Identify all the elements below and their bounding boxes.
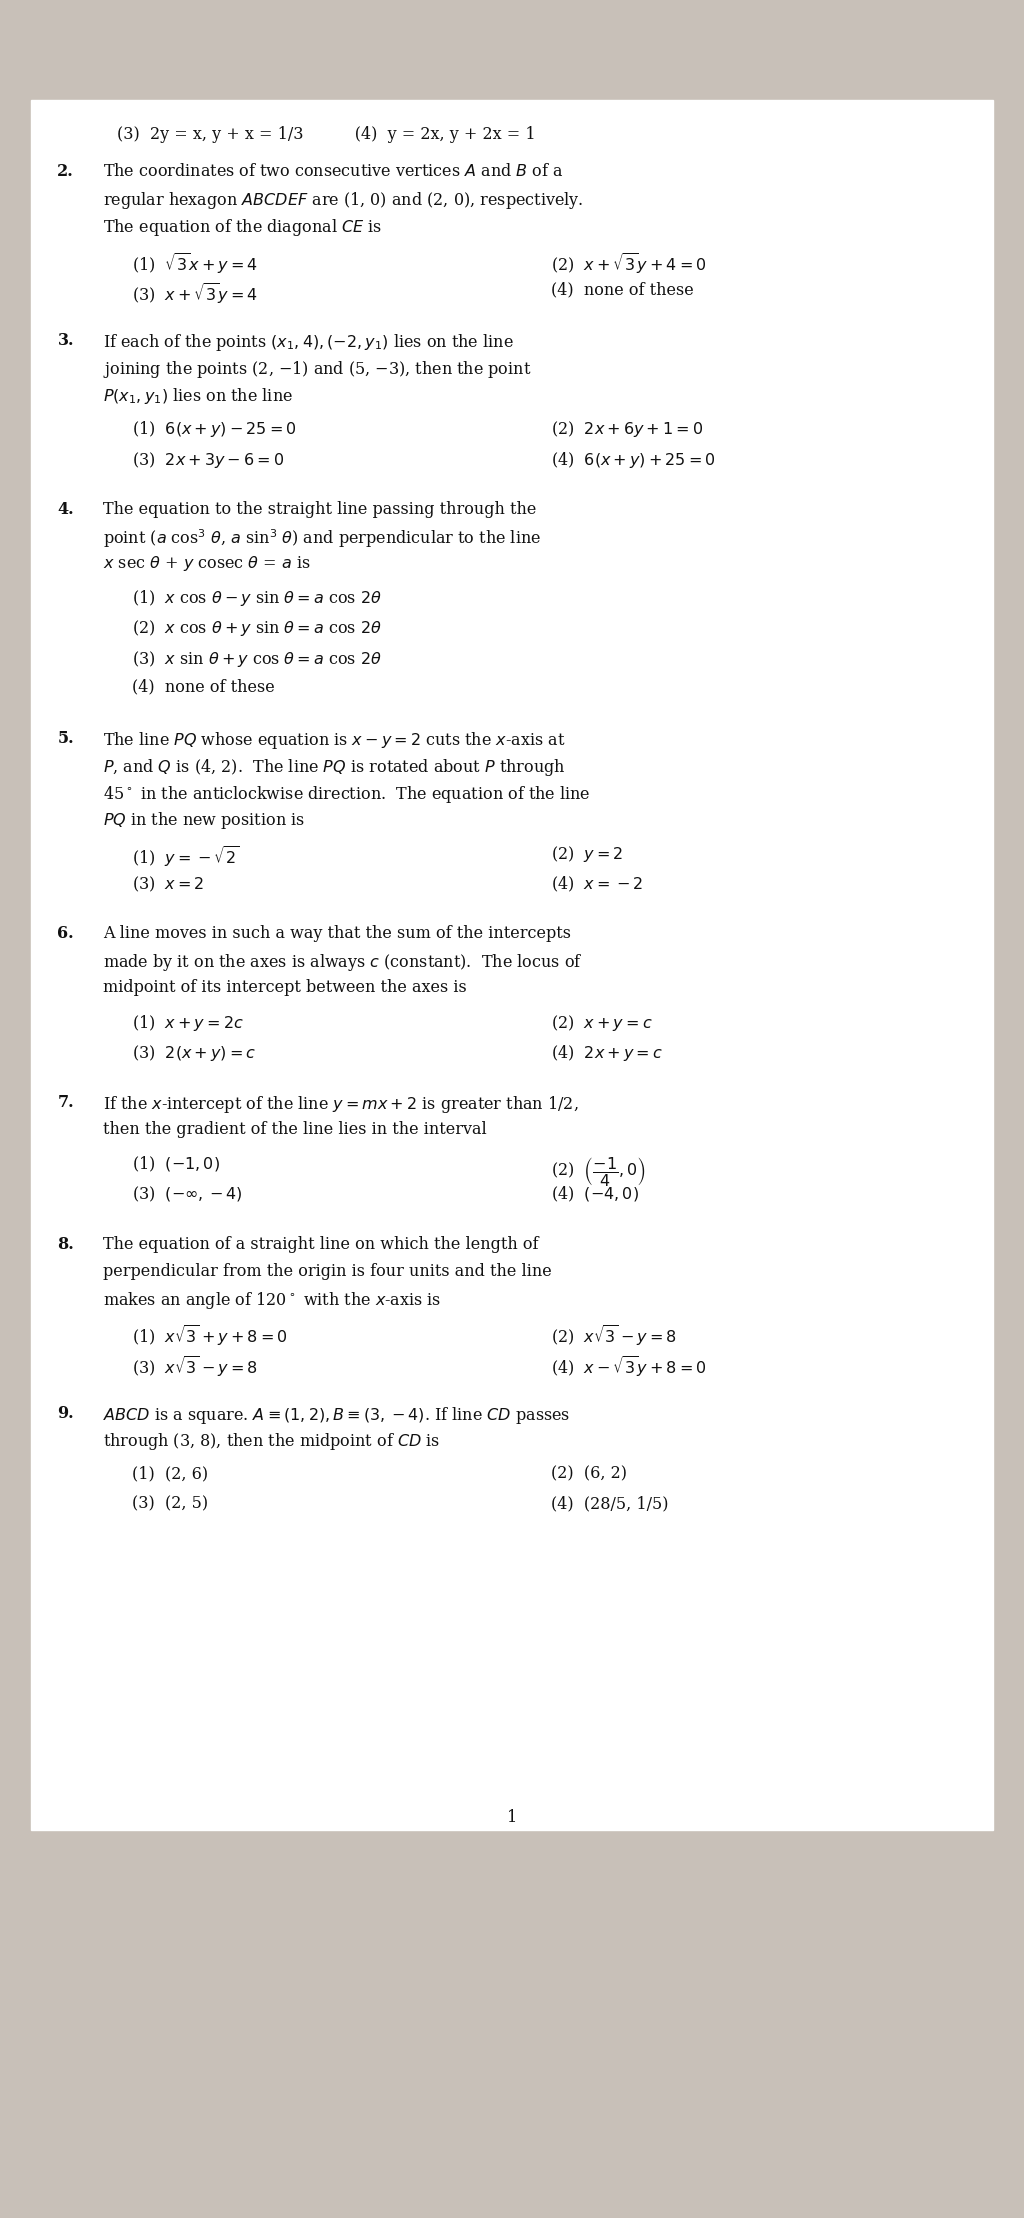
Text: (3)  $x\sqrt{3} - y = 8$: (3) $x\sqrt{3} - y = 8$ [132, 1353, 258, 1380]
Text: The coordinates of two consecutive vertices $A$ and $B$ of a: The coordinates of two consecutive verti… [102, 164, 563, 180]
Text: 8.: 8. [57, 1235, 74, 1253]
Text: (3)  $(-\infty, -4)$: (3) $(-\infty, -4)$ [132, 1184, 243, 1204]
Text: (2)  $x + \sqrt{3}y + 4 = 0$: (2) $x + \sqrt{3}y + 4 = 0$ [551, 251, 707, 275]
Text: (3)  $2(x + y) = c$: (3) $2(x + y) = c$ [132, 1042, 256, 1062]
Text: The line $PQ$ whose equation is $x - y = 2$ cuts the $x$-axis at: The line $PQ$ whose equation is $x - y =… [102, 730, 565, 752]
Text: (1)  $(-1, 0)$: (1) $(-1, 0)$ [132, 1156, 220, 1173]
Text: (4)  $x - \sqrt{3}y + 8 = 0$: (4) $x - \sqrt{3}y + 8 = 0$ [551, 1353, 707, 1380]
Text: $PQ$ in the new position is: $PQ$ in the new position is [102, 810, 305, 832]
Text: (4)  $2x + y = c$: (4) $2x + y = c$ [551, 1042, 663, 1062]
Text: 9.: 9. [57, 1404, 74, 1422]
Text: 7.: 7. [57, 1093, 74, 1111]
Text: perpendicular from the origin is four units and the line: perpendicular from the origin is four un… [102, 1262, 552, 1280]
Text: (1)  $x$ cos $\theta - y$ sin $\theta = a$ cos $2\theta$: (1) $x$ cos $\theta - y$ sin $\theta = a… [132, 588, 382, 608]
Text: (1)  (2, 6): (1) (2, 6) [132, 1466, 208, 1482]
Text: (3)  $x + \sqrt{3}y = 4$: (3) $x + \sqrt{3}y = 4$ [132, 282, 258, 306]
Text: $x$ sec $\theta$ + $y$ cosec $\theta$ = $a$ is: $x$ sec $\theta$ + $y$ cosec $\theta$ = … [102, 554, 310, 572]
Text: joining the points (2, $-$1) and (5, $-$3), then the point: joining the points (2, $-$1) and (5, $-$… [102, 359, 531, 379]
Text: made by it on the axes is always $c$ (constant).  The locus of: made by it on the axes is always $c$ (co… [102, 952, 583, 974]
Text: point ($a$ cos$^3$ $\theta$, $a$ sin$^3$ $\theta$) and perpendicular to the line: point ($a$ cos$^3$ $\theta$, $a$ sin$^3$… [102, 528, 541, 550]
Text: makes an angle of 120$^\circ$ with the $x$-axis is: makes an angle of 120$^\circ$ with the $… [102, 1289, 441, 1311]
Text: 6.: 6. [57, 925, 74, 943]
Text: through (3, 8), then the midpoint of $CD$ is: through (3, 8), then the midpoint of $CD… [102, 1431, 440, 1453]
Text: (4)  none of these: (4) none of these [551, 282, 693, 297]
Text: (1)  $x + y = 2c$: (1) $x + y = 2c$ [132, 1014, 244, 1034]
Text: $P$, and $Q$ is (4, 2).  The line $PQ$ is rotated about $P$ through: $P$, and $Q$ is (4, 2). The line $PQ$ is… [102, 756, 565, 779]
Text: (3)  $2x + 3y - 6 = 0$: (3) $2x + 3y - 6 = 0$ [132, 450, 284, 470]
Text: (2)  $\left(\dfrac{-1}{4}, 0\right)$: (2) $\left(\dfrac{-1}{4}, 0\right)$ [551, 1156, 645, 1187]
Text: (1)  $6(x + y) - 25 = 0$: (1) $6(x + y) - 25 = 0$ [132, 419, 297, 439]
Text: (1)  $x\sqrt{3} + y + 8 = 0$: (1) $x\sqrt{3} + y + 8 = 0$ [132, 1324, 288, 1349]
Text: 4.: 4. [57, 501, 74, 517]
Text: $ABCD$ is a square. $A \equiv (1, 2), B \equiv (3, -4)$. If line $CD$ passes: $ABCD$ is a square. $A \equiv (1, 2), B … [102, 1404, 570, 1426]
Text: A line moves in such a way that the sum of the intercepts: A line moves in such a way that the sum … [102, 925, 571, 943]
Text: 45$^\circ$ in the anticlockwise direction.  The equation of the line: 45$^\circ$ in the anticlockwise directio… [102, 783, 591, 805]
Text: (4)  $6(x + y) + 25 = 0$: (4) $6(x + y) + 25 = 0$ [551, 450, 715, 470]
Text: then the gradient of the line lies in the interval: then the gradient of the line lies in th… [102, 1120, 486, 1138]
Text: (3)  2y = x, y + x = 1/3          (4)  y = 2x, y + 2x = 1: (3) 2y = x, y + x = 1/3 (4) y = 2x, y + … [118, 126, 536, 142]
Text: If each of the points $(x_1, 4), (-2, y_1)$ lies on the line: If each of the points $(x_1, 4), (-2, y_… [102, 333, 514, 353]
Text: The equation of the diagonal $CE$ is: The equation of the diagonal $CE$ is [102, 217, 382, 237]
Text: (4)  none of these: (4) none of these [132, 679, 274, 696]
Text: (4)  $(-4, 0)$: (4) $(-4, 0)$ [551, 1184, 638, 1204]
Text: midpoint of its intercept between the axes is: midpoint of its intercept between the ax… [102, 978, 467, 996]
Text: (3)  $x$ sin $\theta + y$ cos $\theta = a$ cos $2\theta$: (3) $x$ sin $\theta + y$ cos $\theta = a… [132, 648, 382, 668]
Text: $P(x_1, y_1)$ lies on the line: $P(x_1, y_1)$ lies on the line [102, 386, 293, 406]
Text: (2)  $y = 2$: (2) $y = 2$ [551, 845, 623, 865]
Text: (4)  $x = -2$: (4) $x = -2$ [551, 874, 643, 894]
Text: regular hexagon $ABCDEF$ are (1, 0) and (2, 0), respectively.: regular hexagon $ABCDEF$ are (1, 0) and … [102, 191, 584, 211]
Text: (2)  $2x + 6y + 1 = 0$: (2) $2x + 6y + 1 = 0$ [551, 419, 702, 439]
Text: (4)  (28/5, 1/5): (4) (28/5, 1/5) [551, 1495, 668, 1513]
Text: (1)  $\sqrt{3}x + y = 4$: (1) $\sqrt{3}x + y = 4$ [132, 251, 258, 275]
Text: 3.: 3. [57, 333, 74, 348]
Text: 5.: 5. [57, 730, 74, 747]
Text: If the $x$-intercept of the line $y = mx + 2$ is greater than 1/2,: If the $x$-intercept of the line $y = mx… [102, 1093, 579, 1116]
Text: The equation to the straight line passing through the: The equation to the straight line passin… [102, 501, 537, 517]
Text: (2)  $x$ cos $\theta + y$ sin $\theta = a$ cos $2\theta$: (2) $x$ cos $\theta + y$ sin $\theta = a… [132, 619, 382, 639]
Text: The equation of a straight line on which the length of: The equation of a straight line on which… [102, 1235, 539, 1253]
Text: (2)  $x + y = c$: (2) $x + y = c$ [551, 1014, 652, 1034]
Text: 2.: 2. [57, 164, 74, 180]
Text: (3)  (2, 5): (3) (2, 5) [132, 1495, 208, 1513]
Text: 1: 1 [507, 1810, 517, 1825]
Text: (2)  $x\sqrt{3} - y = 8$: (2) $x\sqrt{3} - y = 8$ [551, 1324, 677, 1349]
Text: (1)  $y = -\sqrt{2}$: (1) $y = -\sqrt{2}$ [132, 845, 239, 869]
Text: (2)  (6, 2): (2) (6, 2) [551, 1466, 627, 1482]
Text: (3)  $x = 2$: (3) $x = 2$ [132, 874, 204, 894]
